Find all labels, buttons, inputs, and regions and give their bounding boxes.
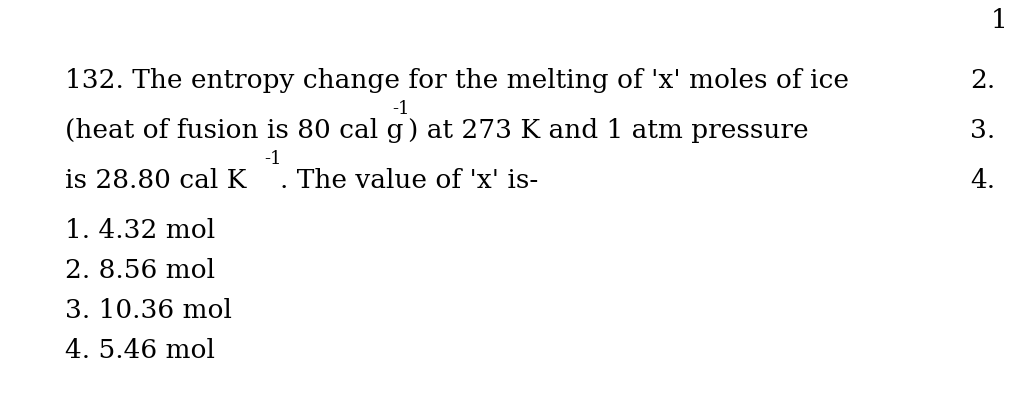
Text: ) at 273 K and 1 atm pressure: ) at 273 K and 1 atm pressure <box>408 118 809 143</box>
Text: 2. 8.56 mol: 2. 8.56 mol <box>65 258 215 283</box>
Text: 1: 1 <box>990 8 1007 33</box>
Text: 4. 5.46 mol: 4. 5.46 mol <box>65 338 215 363</box>
Text: -1: -1 <box>264 150 282 168</box>
Text: 2.: 2. <box>970 68 995 93</box>
Text: 3. 10.36 mol: 3. 10.36 mol <box>65 298 231 323</box>
Text: 4.: 4. <box>970 168 995 193</box>
Text: 3.: 3. <box>970 118 995 143</box>
Text: -1: -1 <box>392 100 410 118</box>
Text: 1. 4.32 mol: 1. 4.32 mol <box>65 218 215 243</box>
Text: 132. The entropy change for the melting of 'x' moles of ice: 132. The entropy change for the melting … <box>65 68 849 93</box>
Text: . The value of 'x' is-: . The value of 'x' is- <box>280 168 539 193</box>
Text: is 28.80 cal K: is 28.80 cal K <box>65 168 247 193</box>
Text: (heat of fusion is 80 cal g: (heat of fusion is 80 cal g <box>65 118 403 143</box>
